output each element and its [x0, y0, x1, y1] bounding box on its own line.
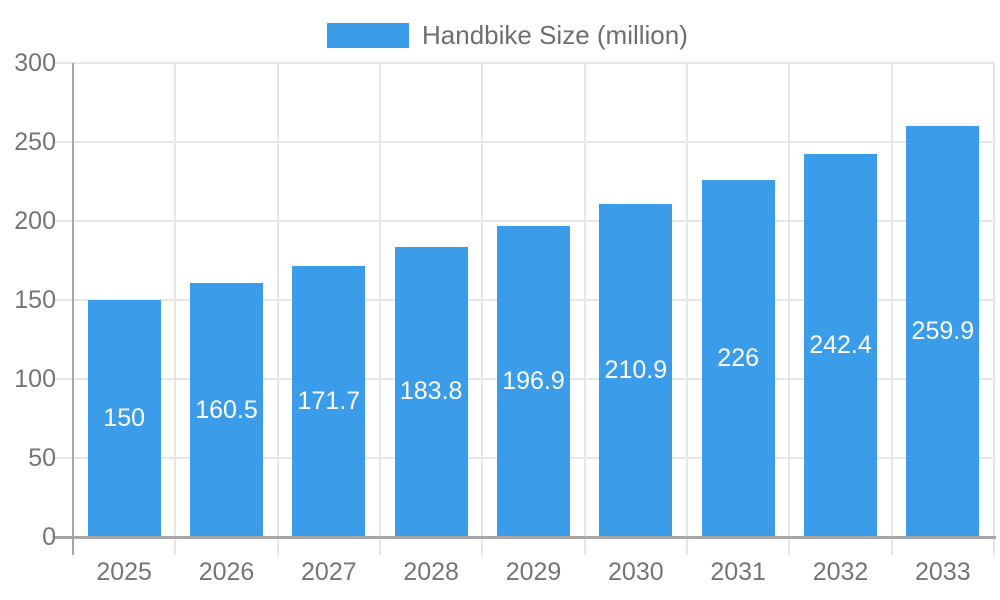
x-gridline	[993, 63, 995, 555]
x-gridline	[379, 63, 381, 555]
x-axis-tick-label: 2031	[710, 558, 766, 586]
x-axis-tick-label: 2028	[403, 558, 459, 586]
y-axis-tick-label: 300	[14, 49, 56, 77]
x-gridline	[686, 63, 688, 555]
x-gridline	[890, 63, 893, 555]
x-axis-tick-label: 2027	[301, 558, 357, 586]
y-axis-tick-label: 200	[14, 207, 56, 235]
x-axis-tick-label: 2030	[608, 558, 664, 586]
legend-swatch	[327, 22, 409, 48]
y-axis-tick-label: 0	[42, 523, 56, 551]
x-gridline	[174, 63, 177, 555]
bar[interactable]	[497, 225, 570, 537]
y-axis-line	[72, 63, 74, 555]
bar[interactable]	[599, 203, 673, 537]
x-axis-tick-label: 2029	[505, 558, 562, 586]
y-axis-tick-label: 100	[14, 365, 56, 393]
x-axis-line	[55, 536, 996, 539]
bar[interactable]	[804, 154, 877, 537]
x-axis-tick-label: 2026	[198, 558, 255, 586]
y-axis-tick-label: 50	[28, 444, 56, 472]
x-axis-tick-label: 2033	[915, 558, 971, 586]
bar[interactable]	[394, 246, 468, 537]
y-axis-tick-label: 250	[14, 128, 56, 156]
y-gridline	[55, 62, 994, 64]
y-gridline	[55, 220, 994, 222]
legend-label: Handbike Size (million)	[422, 20, 688, 50]
x-axis-tick-label: 2032	[812, 558, 869, 586]
bar[interactable]	[190, 283, 263, 537]
y-gridline	[55, 141, 994, 143]
bar[interactable]	[87, 300, 161, 537]
x-gridline	[481, 63, 484, 555]
x-axis-tick-label: 2025	[96, 558, 152, 586]
bar[interactable]	[701, 179, 775, 537]
legend-item[interactable]: Handbike Size (million)	[327, 20, 688, 50]
x-gridline	[788, 63, 791, 555]
x-gridline	[583, 63, 586, 555]
y-axis-tick-label: 150	[14, 286, 56, 314]
bar[interactable]	[292, 265, 366, 537]
bar[interactable]	[906, 126, 980, 537]
x-gridline	[276, 63, 279, 555]
